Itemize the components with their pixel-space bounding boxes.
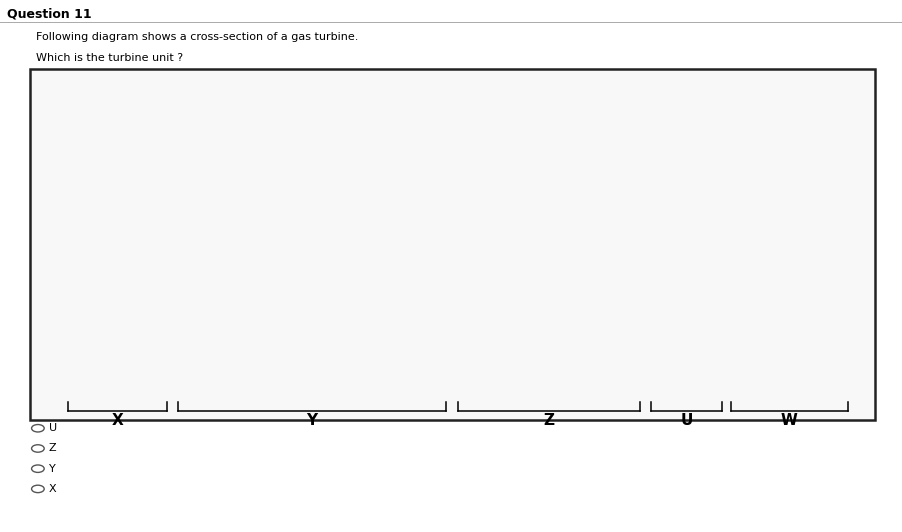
Ellipse shape [520, 174, 553, 196]
Text: X: X [111, 413, 124, 428]
Text: U: U [49, 423, 57, 433]
Polygon shape [770, 169, 853, 323]
Text: W: W [781, 413, 797, 428]
Polygon shape [469, 146, 620, 224]
Polygon shape [419, 279, 469, 346]
Polygon shape [419, 146, 469, 213]
Polygon shape [101, 357, 160, 373]
Polygon shape [704, 257, 770, 323]
Text: Which is the turbine unit ?: Which is the turbine unit ? [36, 53, 183, 63]
Polygon shape [770, 157, 870, 335]
Polygon shape [118, 135, 436, 357]
Text: Following diagram shows a cross-section of a gas turbine.: Following diagram shows a cross-section … [36, 32, 358, 42]
Text: Y: Y [49, 464, 55, 473]
Ellipse shape [97, 213, 139, 279]
Polygon shape [469, 268, 620, 346]
Polygon shape [704, 169, 770, 235]
Text: Question 11: Question 11 [7, 8, 92, 21]
Polygon shape [494, 157, 594, 213]
Text: Y: Y [307, 413, 318, 428]
Ellipse shape [507, 165, 566, 204]
Text: Z: Z [49, 444, 56, 453]
Text: U: U [680, 413, 693, 428]
Polygon shape [436, 229, 553, 263]
Polygon shape [494, 279, 594, 335]
Text: X: X [49, 484, 56, 494]
Text: Z: Z [544, 413, 555, 428]
Polygon shape [101, 119, 160, 135]
Polygon shape [620, 180, 704, 313]
Ellipse shape [507, 288, 566, 327]
Ellipse shape [520, 296, 553, 318]
